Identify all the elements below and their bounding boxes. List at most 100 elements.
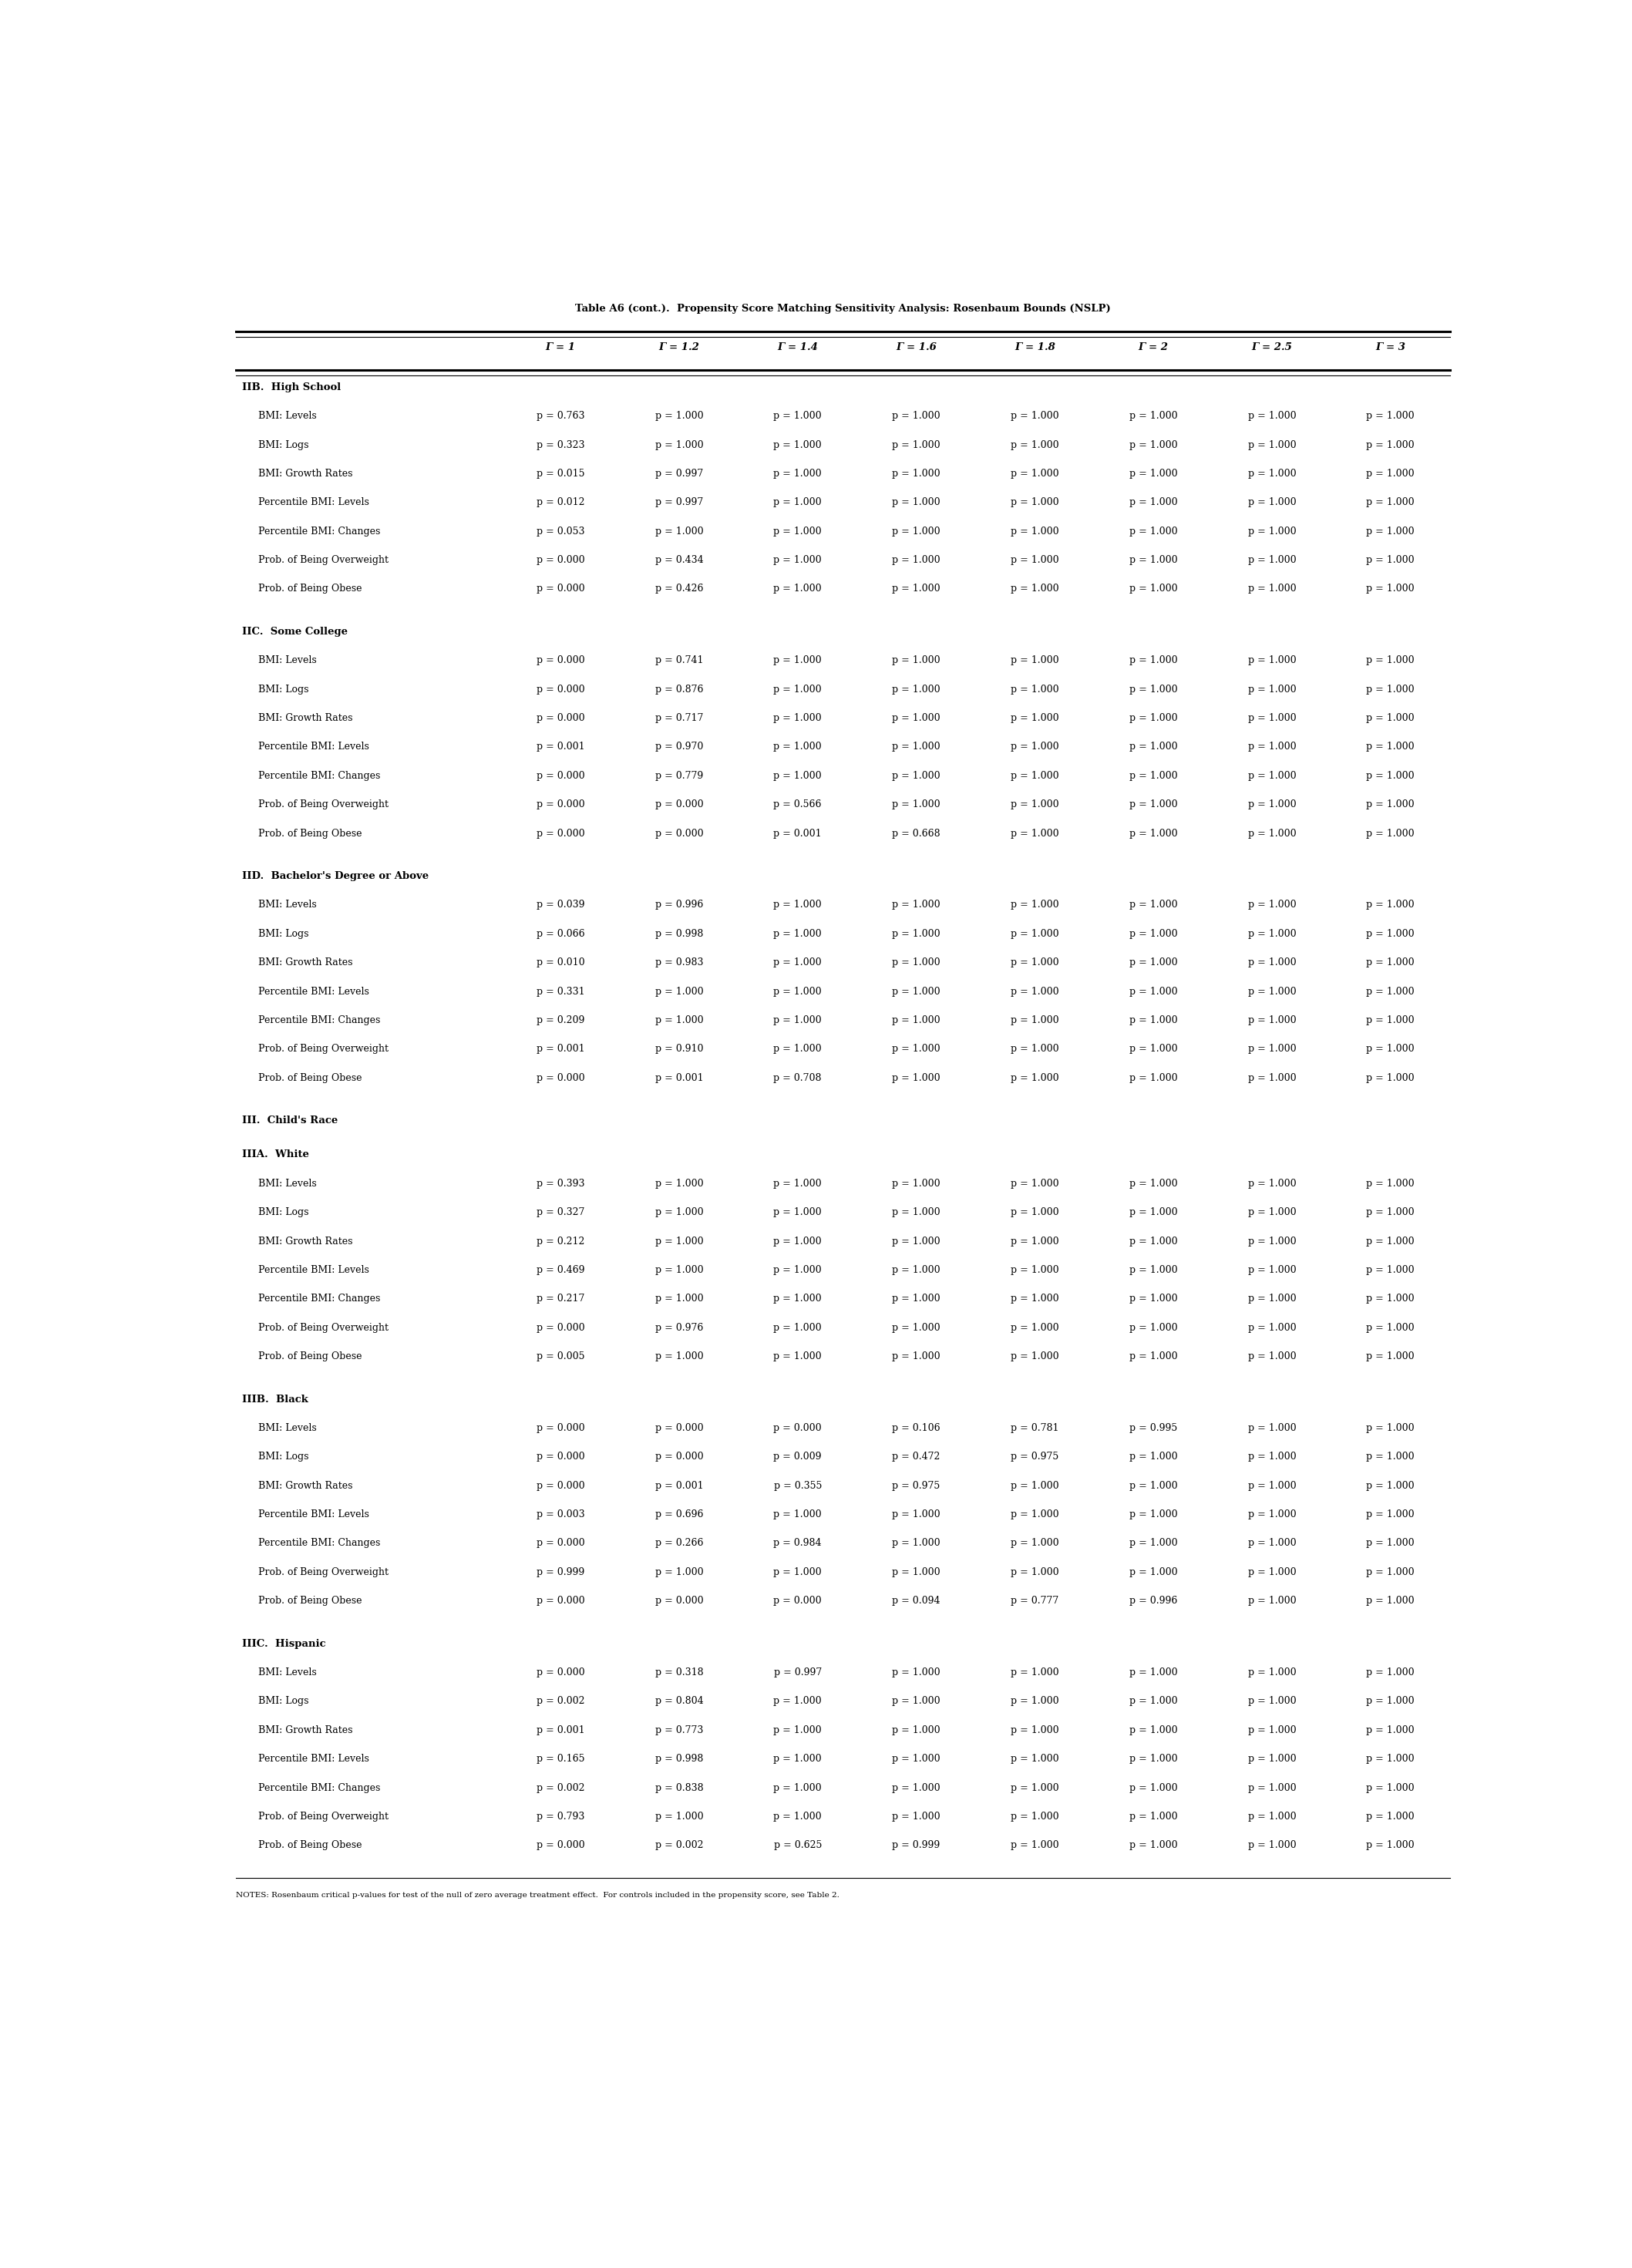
Text: p = 1.000: p = 1.000 (774, 1016, 823, 1025)
Text: Prob. of Being Overweight: Prob. of Being Overweight (258, 1043, 388, 1055)
Text: Prob. of Being Overweight: Prob. of Being Overweight (258, 1812, 388, 1821)
Text: p = 1.000: p = 1.000 (1010, 1179, 1059, 1188)
Text: p = 1.000: p = 1.000 (893, 1352, 940, 1361)
Text: p = 1.000: p = 1.000 (1010, 440, 1059, 449)
Text: p = 1.000: p = 1.000 (1129, 1696, 1178, 1706)
Text: p = 1.000: p = 1.000 (1010, 742, 1059, 753)
Text: p = 0.393: p = 0.393 (537, 1179, 584, 1188)
Text: p = 1.000: p = 1.000 (1010, 1783, 1059, 1792)
Text: p = 1.000: p = 1.000 (1366, 1016, 1415, 1025)
Text: p = 1.000: p = 1.000 (1248, 1510, 1296, 1520)
Text: p = 1.000: p = 1.000 (1129, 1481, 1178, 1490)
Text: p = 1.000: p = 1.000 (1366, 742, 1415, 753)
Text: p = 1.000: p = 1.000 (1010, 930, 1059, 939)
Text: Prob. of Being Obese: Prob. of Being Obese (258, 828, 362, 839)
Text: p = 1.000: p = 1.000 (1129, 1726, 1178, 1735)
Text: p = 1.000: p = 1.000 (1248, 828, 1296, 839)
Text: p = 1.000: p = 1.000 (1010, 1043, 1059, 1055)
Text: p = 1.000: p = 1.000 (1129, 1322, 1178, 1334)
Text: p = 1.000: p = 1.000 (1248, 1293, 1296, 1304)
Text: BMI: Growth Rates: BMI: Growth Rates (258, 1236, 353, 1245)
Text: p = 1.000: p = 1.000 (893, 583, 940, 594)
Text: p = 1.000: p = 1.000 (774, 411, 823, 422)
Text: p = 1.000: p = 1.000 (1129, 771, 1178, 780)
Text: BMI: Levels: BMI: Levels (258, 1179, 317, 1188)
Text: Percentile BMI: Levels: Percentile BMI: Levels (258, 1753, 369, 1765)
Text: Prob. of Being Overweight: Prob. of Being Overweight (258, 556, 388, 565)
Text: p = 1.000: p = 1.000 (893, 1726, 940, 1735)
Text: p = 0.327: p = 0.327 (537, 1207, 584, 1218)
Text: p = 1.000: p = 1.000 (1366, 556, 1415, 565)
Text: BMI: Growth Rates: BMI: Growth Rates (258, 957, 353, 968)
Text: p = 1.000: p = 1.000 (1248, 556, 1296, 565)
Text: p = 0.001: p = 0.001 (774, 828, 823, 839)
Text: p = 1.000: p = 1.000 (893, 1567, 940, 1576)
Text: p = 1.000: p = 1.000 (1010, 1352, 1059, 1361)
Text: BMI: Levels: BMI: Levels (258, 655, 317, 665)
Text: p = 1.000: p = 1.000 (1129, 987, 1178, 996)
Text: p = 1.000: p = 1.000 (1248, 1783, 1296, 1792)
Text: p = 1.000: p = 1.000 (1248, 1597, 1296, 1606)
Text: p = 1.000: p = 1.000 (893, 440, 940, 449)
Text: Percentile BMI: Levels: Percentile BMI: Levels (258, 1510, 369, 1520)
Text: p = 1.000: p = 1.000 (774, 583, 823, 594)
Text: p = 1.000: p = 1.000 (654, 1567, 703, 1576)
Text: p = 1.000: p = 1.000 (1129, 1667, 1178, 1678)
Text: p = 1.000: p = 1.000 (1129, 1567, 1178, 1576)
Text: p = 1.000: p = 1.000 (1010, 583, 1059, 594)
Text: p = 1.000: p = 1.000 (774, 1696, 823, 1706)
Text: p = 0.566: p = 0.566 (774, 801, 823, 810)
Text: p = 1.000: p = 1.000 (1129, 828, 1178, 839)
Text: Prob. of Being Obese: Prob. of Being Obese (258, 1073, 362, 1082)
Text: p = 1.000: p = 1.000 (1010, 1538, 1059, 1549)
Text: p = 0.996: p = 0.996 (654, 900, 703, 909)
Text: p = 1.000: p = 1.000 (1248, 1073, 1296, 1082)
Text: p = 0.000: p = 0.000 (537, 828, 584, 839)
Text: p = 1.000: p = 1.000 (1129, 930, 1178, 939)
Text: Percentile BMI: Levels: Percentile BMI: Levels (258, 987, 369, 996)
Text: p = 1.000: p = 1.000 (1010, 497, 1059, 508)
Text: p = 1.000: p = 1.000 (774, 1236, 823, 1245)
Text: p = 0.975: p = 0.975 (1010, 1452, 1059, 1463)
Text: p = 0.717: p = 0.717 (654, 712, 703, 723)
Text: p = 1.000: p = 1.000 (1010, 1236, 1059, 1245)
Text: p = 0.002: p = 0.002 (654, 1839, 703, 1851)
Text: p = 1.000: p = 1.000 (1010, 1839, 1059, 1851)
Text: p = 1.000: p = 1.000 (1248, 742, 1296, 753)
Text: p = 1.000: p = 1.000 (1248, 987, 1296, 996)
Text: p = 1.000: p = 1.000 (1010, 957, 1059, 968)
Text: p = 0.331: p = 0.331 (537, 987, 584, 996)
Text: p = 1.000: p = 1.000 (1010, 1510, 1059, 1520)
Text: p = 1.000: p = 1.000 (1010, 469, 1059, 479)
Text: p = 1.000: p = 1.000 (1366, 411, 1415, 422)
Text: p = 1.000: p = 1.000 (654, 1236, 703, 1245)
Text: IID.  Bachelor's Degree or Above: IID. Bachelor's Degree or Above (242, 871, 429, 882)
Text: p = 0.005: p = 0.005 (537, 1352, 584, 1361)
Text: Γ = 2: Γ = 2 (1139, 342, 1169, 352)
Text: BMI: Levels: BMI: Levels (258, 411, 317, 422)
Text: p = 0.779: p = 0.779 (654, 771, 703, 780)
Text: p = 1.000: p = 1.000 (1010, 526, 1059, 535)
Text: p = 0.472: p = 0.472 (893, 1452, 940, 1463)
Text: p = 1.000: p = 1.000 (1129, 712, 1178, 723)
Text: p = 0.999: p = 0.999 (537, 1567, 584, 1576)
Text: p = 0.984: p = 0.984 (774, 1538, 823, 1549)
Text: p = 1.000: p = 1.000 (893, 411, 940, 422)
Text: p = 1.000: p = 1.000 (774, 469, 823, 479)
Text: p = 1.000: p = 1.000 (893, 1043, 940, 1055)
Text: p = 1.000: p = 1.000 (1010, 1322, 1059, 1334)
Text: p = 1.000: p = 1.000 (1366, 1043, 1415, 1055)
Text: p = 0.804: p = 0.804 (654, 1696, 703, 1706)
Text: p = 0.002: p = 0.002 (537, 1783, 584, 1792)
Text: p = 1.000: p = 1.000 (893, 771, 940, 780)
Text: Prob. of Being Overweight: Prob. of Being Overweight (258, 1567, 388, 1576)
Text: p = 0.000: p = 0.000 (654, 1452, 703, 1463)
Text: p = 1.000: p = 1.000 (893, 1236, 940, 1245)
Text: p = 0.053: p = 0.053 (537, 526, 584, 535)
Text: p = 1.000: p = 1.000 (1248, 1696, 1296, 1706)
Text: p = 0.000: p = 0.000 (537, 1839, 584, 1851)
Text: p = 1.000: p = 1.000 (893, 957, 940, 968)
Text: p = 1.000: p = 1.000 (1010, 1293, 1059, 1304)
Text: p = 1.000: p = 1.000 (1010, 1481, 1059, 1490)
Text: p = 1.000: p = 1.000 (1129, 1236, 1178, 1245)
